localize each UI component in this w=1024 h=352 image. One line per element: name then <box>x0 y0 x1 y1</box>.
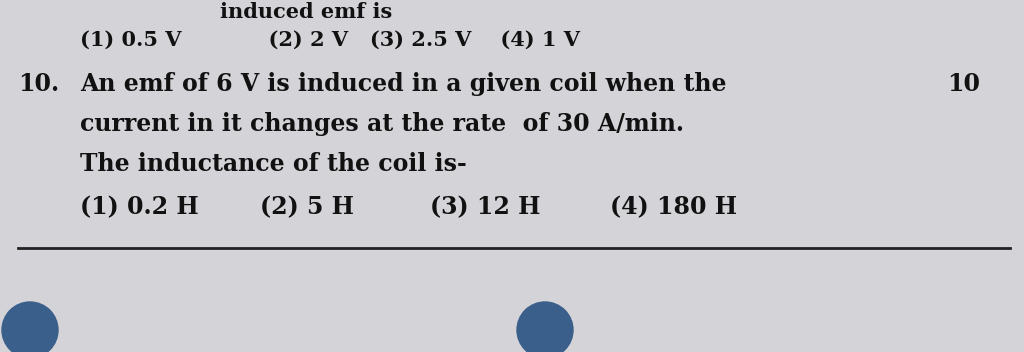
Text: induced emf is: induced emf is <box>220 2 392 22</box>
Circle shape <box>517 302 573 352</box>
Text: (1) 0.2 H: (1) 0.2 H <box>80 195 199 219</box>
Text: The inductance of the coil is-: The inductance of the coil is- <box>80 152 467 176</box>
Text: An emf of 6 V is induced in a given coil when the: An emf of 6 V is induced in a given coil… <box>80 72 726 96</box>
Text: (4) 180 H: (4) 180 H <box>610 195 737 219</box>
Text: 10: 10 <box>947 72 980 96</box>
Text: 10.: 10. <box>18 72 59 96</box>
Text: (3) 12 H: (3) 12 H <box>430 195 541 219</box>
Text: current in it changes at the rate  of 30 A/min.: current in it changes at the rate of 30 … <box>80 112 684 136</box>
Text: (2) 5 H: (2) 5 H <box>260 195 354 219</box>
Text: (1) 0.5 V            (2) 2 V   (3) 2.5 V    (4) 1 V: (1) 0.5 V (2) 2 V (3) 2.5 V (4) 1 V <box>80 30 580 50</box>
Circle shape <box>2 302 58 352</box>
